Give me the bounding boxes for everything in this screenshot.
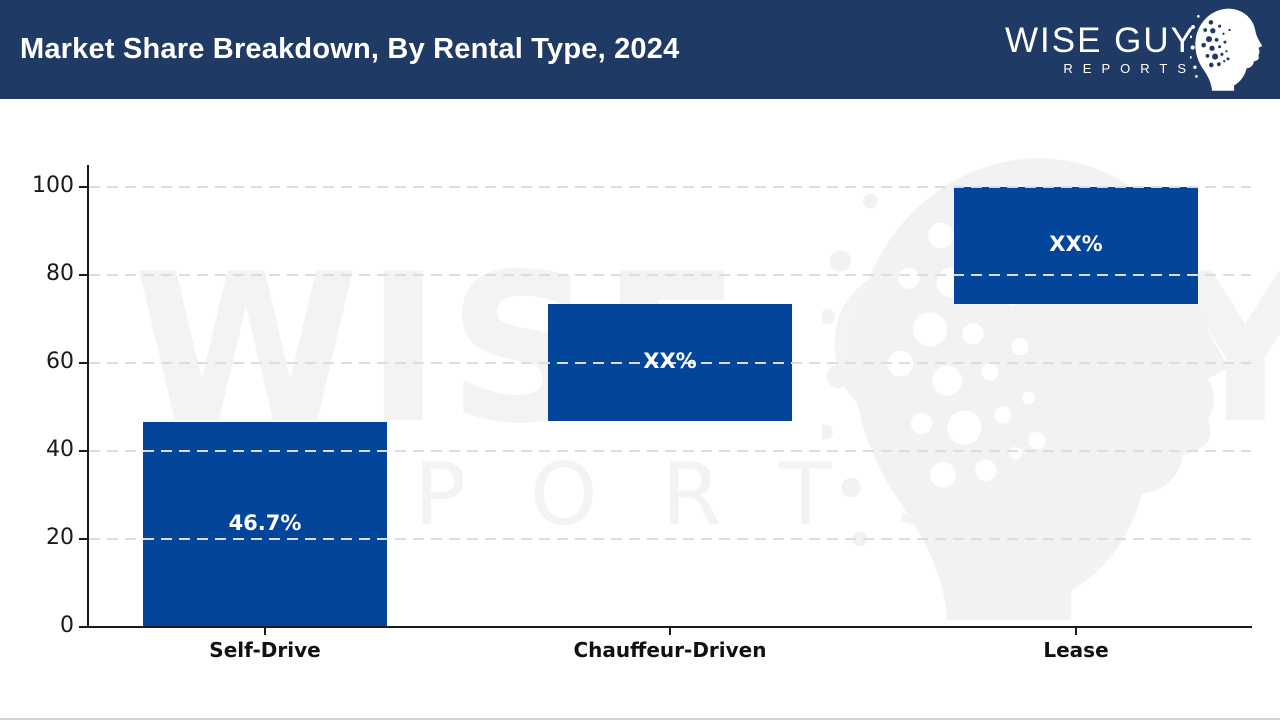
x-category-label: Lease: [1043, 638, 1109, 662]
wiseguy-logo-text: WISE GUY REPORTS: [1004, 20, 1196, 77]
logo-brand-name: WISE GUY: [1004, 20, 1196, 60]
bar-value-label: XX%: [643, 348, 697, 373]
bar-lease: [954, 187, 1198, 304]
x-tick: [1075, 628, 1077, 635]
gridline-60: [89, 362, 1251, 364]
gridline-20: [89, 538, 1251, 540]
x-tick: [669, 628, 671, 635]
y-axis-line: [87, 165, 89, 628]
y-tick-label: 0: [60, 613, 74, 638]
chart-title: Market Share Breakdown, By Rental Type, …: [20, 33, 680, 65]
y-tick-label: 80: [46, 261, 74, 286]
y-tick-label: 40: [46, 437, 74, 462]
x-category-label: Self-Drive: [209, 638, 321, 662]
logo-brand-sub: REPORTS: [1063, 61, 1196, 77]
wiseguy-logo: WISE GUY REPORTS: [1005, 7, 1266, 91]
gridline-40: [89, 450, 1251, 452]
gridline-100: [89, 186, 1251, 188]
bar-self-drive: [143, 422, 387, 627]
y-tick: [79, 450, 87, 452]
gridline-80: [89, 274, 1251, 276]
y-tick-label: 100: [32, 173, 74, 198]
head-profile-icon: [1190, 8, 1263, 91]
y-tick-label: 60: [46, 349, 74, 374]
header-band: Market Share Breakdown, By Rental Type, …: [0, 0, 1280, 99]
bar-value-label: 46.7%: [228, 510, 302, 535]
y-tick: [79, 362, 87, 364]
x-axis-line: [87, 626, 1252, 628]
x-category-label: Chauffeur-Driven: [573, 638, 767, 662]
y-tick-label: 20: [46, 525, 74, 550]
page-bottom-border: [0, 718, 1280, 720]
y-tick: [79, 626, 87, 628]
bar-value-label: XX%: [1049, 231, 1103, 256]
y-tick: [79, 186, 87, 188]
x-tick: [264, 628, 266, 635]
y-tick: [79, 538, 87, 540]
y-tick: [79, 274, 87, 276]
